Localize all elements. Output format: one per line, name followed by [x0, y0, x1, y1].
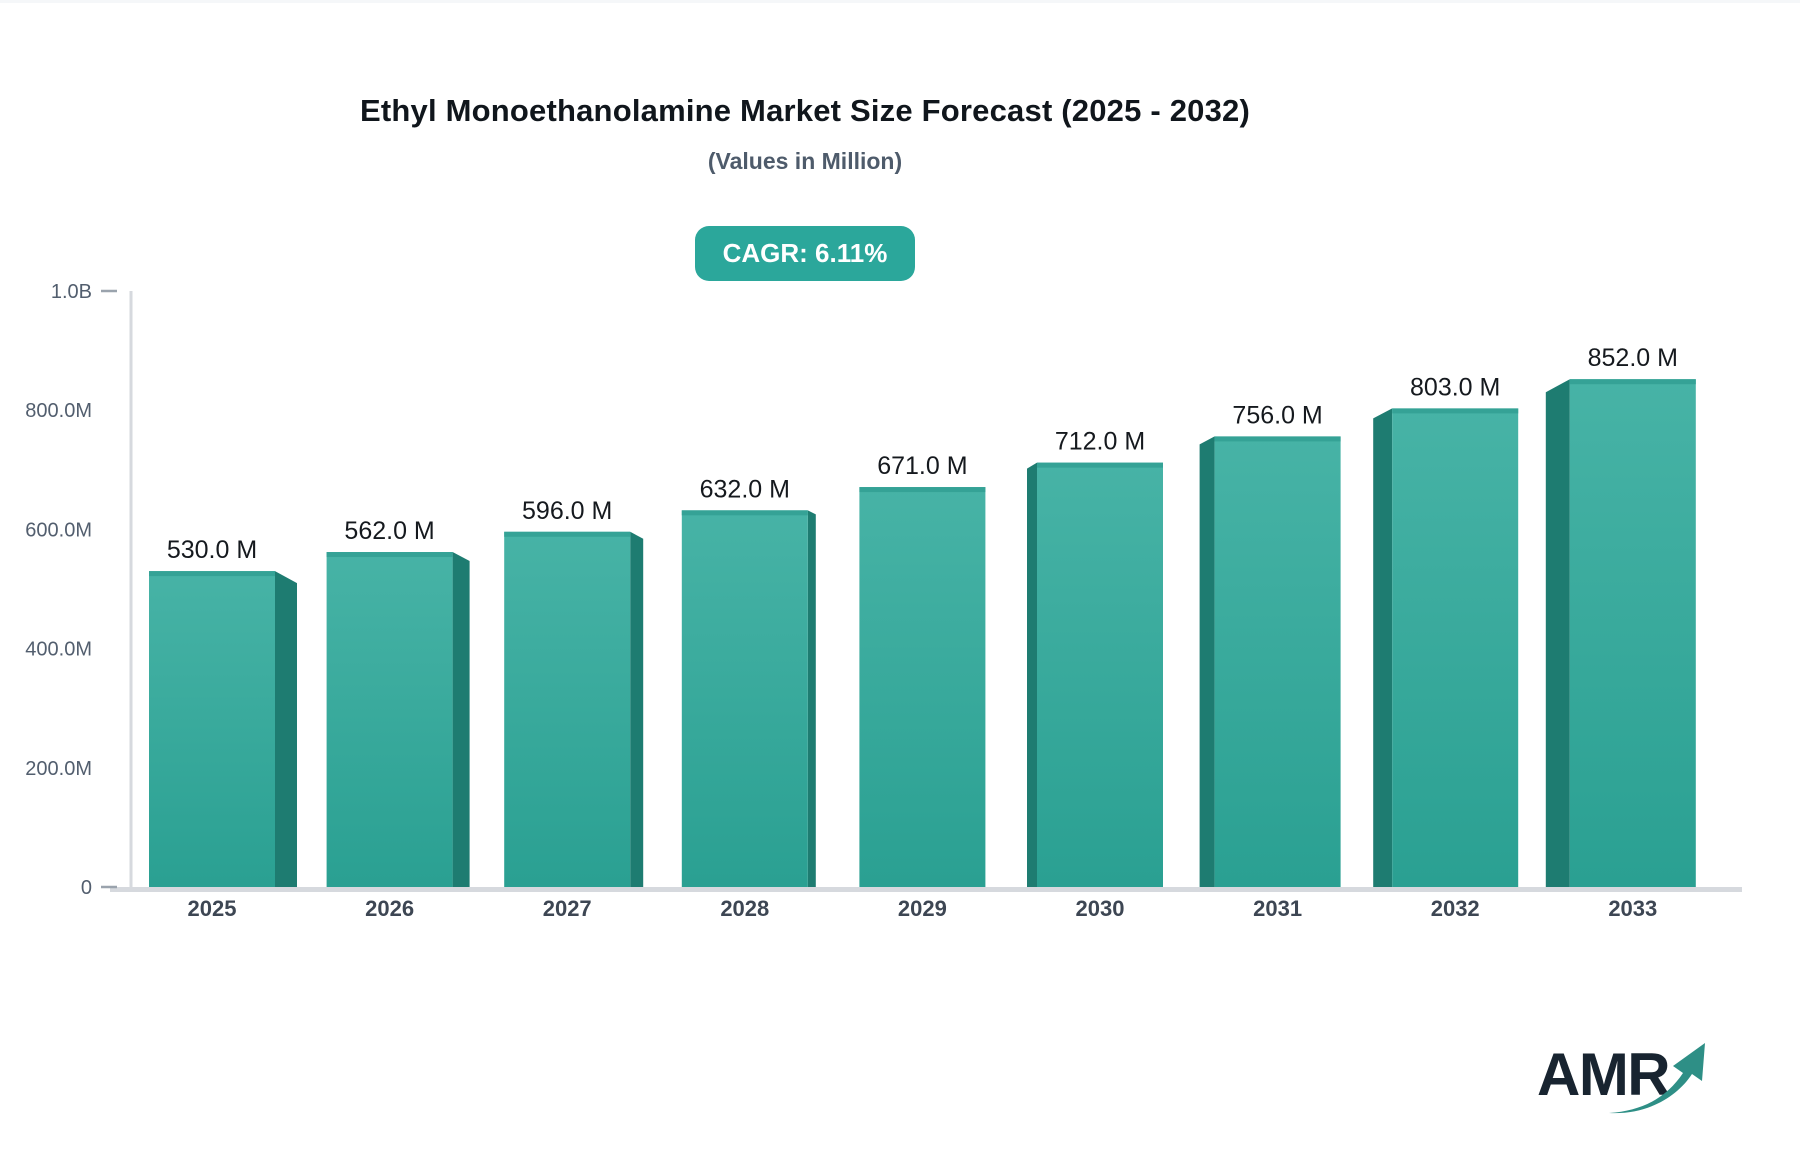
- bar-2033[interactable]: 852.0 M: [1545, 344, 1696, 887]
- bar-value-label: 671.0 M: [877, 452, 967, 480]
- bar-2025[interactable]: 530.0 M: [149, 536, 297, 887]
- bar-value-label: 632.0 M: [700, 475, 790, 503]
- bar-2030[interactable]: 712.0 M: [1027, 428, 1163, 887]
- y-axis-tick-label: 0: [81, 877, 92, 899]
- x-axis-label-2028: 2028: [720, 896, 769, 921]
- bar-value-label: 530.0 M: [167, 536, 257, 564]
- bar-top-cap: [1214, 436, 1341, 442]
- growth-arrow-icon: [1609, 1043, 1705, 1114]
- brand-logo: AMR: [1537, 1038, 1727, 1122]
- chart-subtitle: (Values in Million): [707, 148, 903, 174]
- bar-2028[interactable]: 632.0 M: [681, 475, 816, 887]
- bar-front-face: [504, 531, 631, 887]
- y-axis-tick-label: 1.0B: [51, 281, 92, 303]
- top-border: [0, 0, 1800, 3]
- page-title: Ethyl Monoethanolamine Market Size Forec…: [359, 93, 1250, 128]
- bar-front-face: [859, 487, 986, 887]
- bar-top-cap: [1037, 462, 1163, 468]
- bar-side-face: [807, 510, 816, 887]
- bar-top-cap: [681, 510, 808, 516]
- bar-2027[interactable]: 596.0 M: [504, 497, 644, 887]
- bar-front-face: [326, 552, 453, 887]
- bar-front-face: [1037, 462, 1163, 887]
- y-axis-tick-label: 600.0M: [25, 519, 92, 541]
- x-axis-label-2029: 2029: [898, 896, 947, 921]
- bar-front-face: [681, 510, 808, 887]
- bar-value-label: 803.0 M: [1410, 373, 1500, 401]
- bar-value-label: 596.0 M: [522, 497, 612, 525]
- bar-top-cap: [859, 487, 986, 493]
- x-axis-label-2031: 2031: [1253, 896, 1302, 921]
- x-axis-label-2033: 2033: [1608, 896, 1657, 921]
- bar-top-cap: [504, 531, 631, 537]
- bar-value-label: 712.0 M: [1055, 428, 1145, 456]
- bar-value-label: 852.0 M: [1588, 344, 1678, 372]
- bar-2032[interactable]: 803.0 M: [1373, 373, 1519, 887]
- bar-side-face: [275, 571, 297, 887]
- bar-top-cap: [1392, 408, 1519, 414]
- bar-side-face: [1027, 462, 1037, 887]
- bar-value-label: 562.0 M: [344, 517, 434, 545]
- bar-side-face: [1545, 379, 1570, 887]
- x-axis-label-2026: 2026: [365, 896, 414, 921]
- bar-front-face: [1569, 379, 1696, 887]
- y-axis-tick-label: 800.0M: [25, 400, 92, 422]
- bar-side-face: [452, 552, 470, 887]
- y-axis-tick-label: 200.0M: [25, 758, 92, 780]
- bar-front-face: [1214, 436, 1341, 887]
- bar-side-face: [630, 531, 644, 887]
- x-axis-label-2030: 2030: [1076, 896, 1125, 921]
- bar-2029[interactable]: 671.0 M: [859, 452, 986, 887]
- x-axis-label-2027: 2027: [543, 896, 592, 921]
- x-axis-label-2025: 2025: [188, 896, 237, 921]
- cagr-badge: CAGR: 6.11%: [694, 226, 916, 281]
- bar-side-face: [1199, 436, 1215, 887]
- x-axis-label-2032: 2032: [1431, 896, 1480, 921]
- bar-value-label: 756.0 M: [1232, 401, 1322, 429]
- y-axis-tick-label: 400.0M: [25, 639, 92, 661]
- logo-text: AMR: [1537, 1041, 1671, 1108]
- bar-2031[interactable]: 756.0 M: [1199, 401, 1341, 887]
- bar-top-cap: [1569, 379, 1696, 385]
- bar-front-face: [149, 571, 275, 887]
- bar-top-cap: [149, 571, 275, 577]
- bar-side-face: [1373, 408, 1393, 887]
- bar-2026[interactable]: 562.0 M: [326, 517, 470, 887]
- bar-top-cap: [326, 552, 453, 558]
- bar-front-face: [1392, 408, 1519, 887]
